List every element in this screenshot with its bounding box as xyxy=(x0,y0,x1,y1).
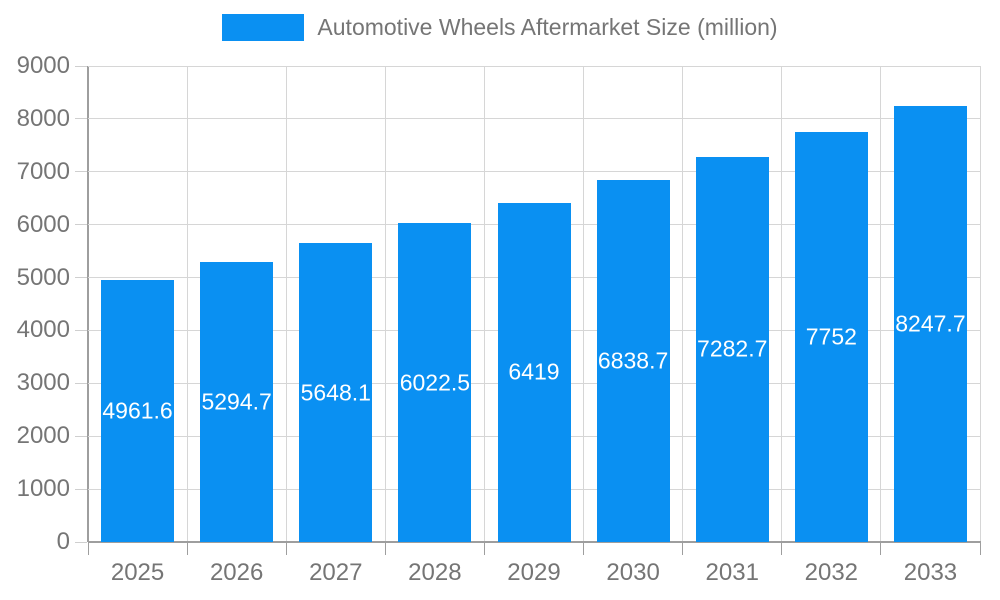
bar[interactable] xyxy=(497,202,571,542)
y-axis-label: 1000 xyxy=(16,475,70,503)
y-axis-label: 0 xyxy=(56,528,70,555)
grid-line-v xyxy=(880,66,882,542)
bar[interactable] xyxy=(398,223,472,542)
x-axis-label: 2028 xyxy=(408,559,462,586)
grid-line-h xyxy=(88,118,980,120)
x-axis-label: 2029 xyxy=(507,559,561,586)
grid-line-v xyxy=(682,66,684,542)
bar-value-label: 8247.7 xyxy=(895,310,966,337)
legend: Automotive Wheels Aftermarket Size (mill… xyxy=(0,14,1000,41)
bar-value-label: 6419 xyxy=(508,358,560,385)
y-axis-label: 2000 xyxy=(16,422,70,450)
y-axis-label: 7000 xyxy=(16,157,70,185)
x-axis-label: 2025 xyxy=(110,559,165,586)
x-axis-tick xyxy=(483,541,485,555)
x-axis-label: 2032 xyxy=(804,559,859,586)
y-axis-tick xyxy=(75,541,87,543)
bar[interactable] xyxy=(596,180,670,542)
bar[interactable] xyxy=(893,105,967,542)
bar[interactable] xyxy=(101,279,175,542)
grid-line-h xyxy=(88,171,980,173)
x-axis-tick xyxy=(781,541,783,555)
y-axis-label: 6000 xyxy=(16,210,70,238)
bar-value-label: 7752 xyxy=(805,323,857,350)
y-axis-label: 9000 xyxy=(16,52,70,79)
bar-value-label: 6022.5 xyxy=(399,369,471,396)
bar[interactable] xyxy=(299,243,373,542)
y-axis-tick xyxy=(75,171,87,173)
bar-value-label: 7282.7 xyxy=(697,335,768,362)
y-axis-tick xyxy=(75,277,87,279)
y-axis-tick xyxy=(75,435,87,437)
bar[interactable] xyxy=(200,261,274,542)
x-axis-tick xyxy=(87,541,89,555)
y-axis-label: 8000 xyxy=(16,104,70,132)
grid-line-v xyxy=(483,66,485,542)
bar-value-label: 5294.7 xyxy=(201,388,272,415)
bar-value-label: 6838.7 xyxy=(597,347,669,374)
x-axis-label: 2031 xyxy=(705,559,759,586)
x-axis-tick xyxy=(583,541,585,555)
y-axis-tick xyxy=(75,65,87,67)
x-axis-tick xyxy=(682,541,684,555)
x-axis-label: 2026 xyxy=(209,559,264,586)
y-axis-label: 3000 xyxy=(16,369,70,397)
grid-line-v xyxy=(781,66,783,542)
plot-area: 4961.6 5294.7 5648.1 6022.5 6419 6838.7 7282.7… xyxy=(88,65,981,542)
grid-line-v xyxy=(583,66,585,542)
bar[interactable] xyxy=(695,156,769,542)
legend-swatch xyxy=(222,14,305,41)
x-axis-tick xyxy=(979,541,981,555)
grid-line-v xyxy=(186,66,188,542)
grid-line-v xyxy=(384,66,386,542)
x-axis-tick xyxy=(384,541,386,555)
x-axis-label: 2030 xyxy=(606,559,660,586)
y-axis-tick xyxy=(75,382,87,384)
x-axis-line xyxy=(88,541,980,543)
y-axis-tick xyxy=(75,224,87,226)
y-axis-label: 4000 xyxy=(16,316,70,344)
y-axis-line xyxy=(87,66,89,542)
bar-value-label: 5648.1 xyxy=(300,379,371,406)
y-axis-label: 5000 xyxy=(16,263,70,291)
grid-line-h xyxy=(88,65,980,67)
grid-line-v xyxy=(285,66,287,542)
bar-value-label: 4961.6 xyxy=(102,397,173,424)
x-axis-tick xyxy=(880,541,882,555)
x-axis-label: 2027 xyxy=(309,559,363,586)
bar[interactable] xyxy=(794,132,868,542)
y-axis-tick xyxy=(75,118,87,120)
y-axis-tick xyxy=(75,488,87,490)
y-axis-tick xyxy=(75,329,87,331)
grid-line-v xyxy=(979,66,981,542)
legend-title: Automotive Wheels Aftermarket Size (mill… xyxy=(317,14,778,40)
x-axis-tick xyxy=(186,541,188,555)
x-axis-tick xyxy=(285,541,287,555)
x-axis-label: 2033 xyxy=(903,559,958,586)
